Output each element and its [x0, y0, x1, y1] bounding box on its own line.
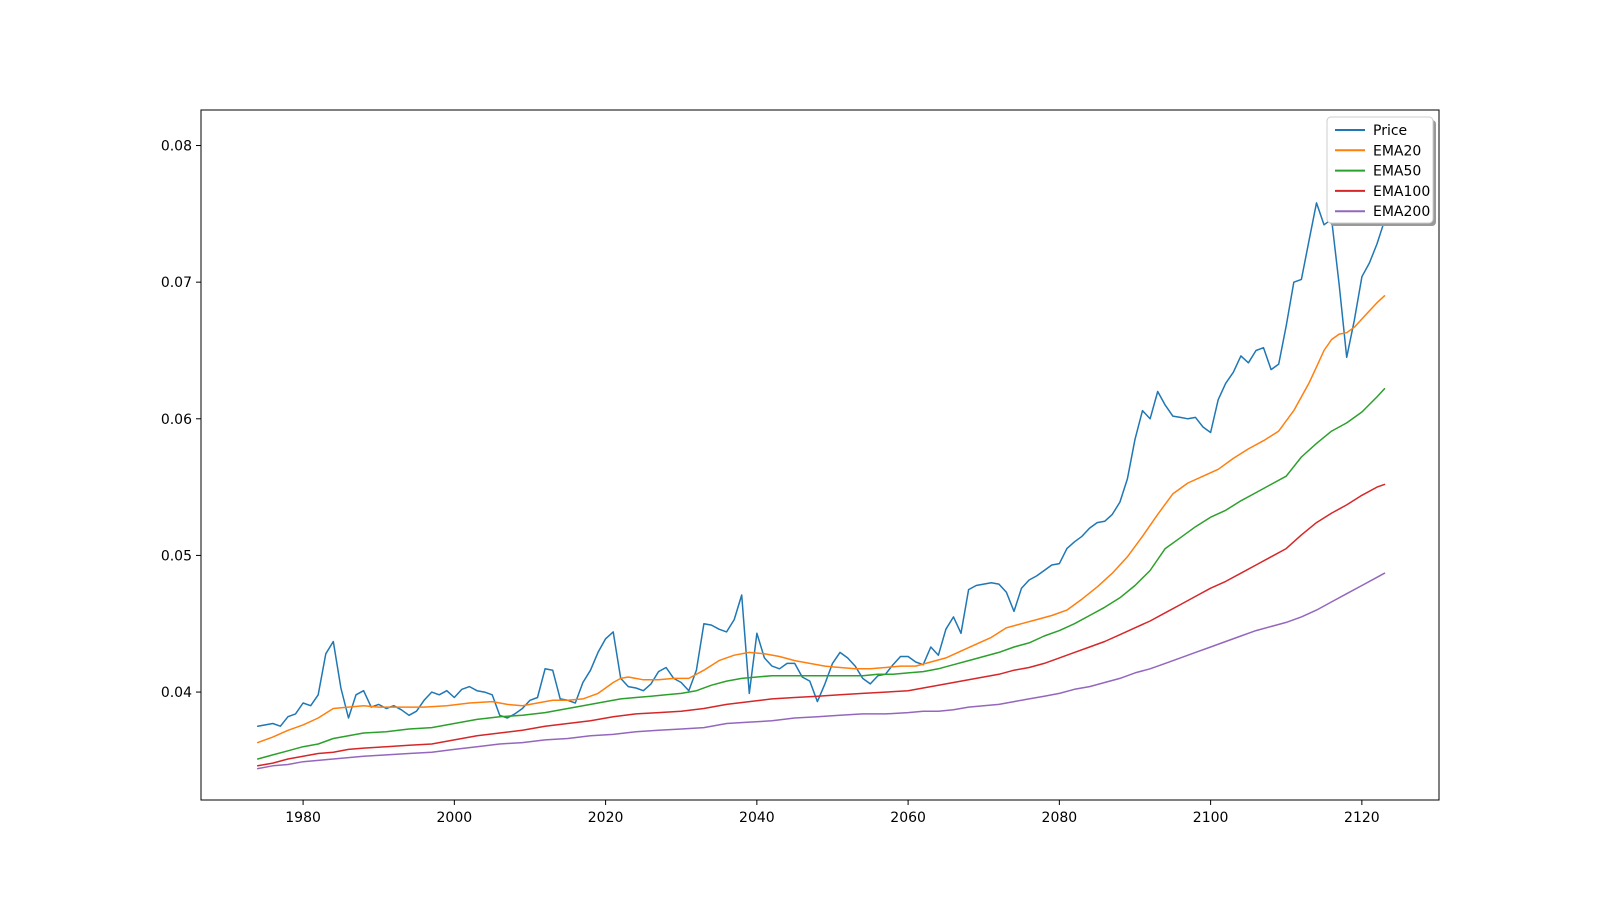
- x-tick-label: 2100: [1193, 810, 1229, 826]
- x-tick-label: 2020: [588, 810, 624, 826]
- x-tick-label: 2080: [1042, 810, 1078, 826]
- y-tick-label: 0.04: [161, 685, 192, 701]
- y-tick-label: 0.05: [161, 548, 192, 564]
- legend-label-ema100: EMA100: [1373, 184, 1430, 200]
- legend-label-ema200: EMA200: [1373, 204, 1430, 220]
- x-tick-label: 1980: [285, 810, 321, 826]
- series-line-ema200: [256, 572, 1386, 770]
- legend-box: [1326, 116, 1434, 224]
- x-tick-label: 2120: [1344, 810, 1380, 826]
- series-line-ema100: [256, 483, 1386, 767]
- y-tick-label: 0.07: [161, 275, 192, 291]
- y-tick-label: 0.08: [161, 139, 192, 155]
- x-tick-label: 2040: [739, 810, 775, 826]
- legend-label-price: Price: [1373, 123, 1407, 139]
- legend-label-ema20: EMA20: [1373, 143, 1421, 159]
- series-line-ema50: [256, 387, 1386, 760]
- series-line-ema20: [256, 295, 1386, 744]
- y-tick-label: 0.06: [161, 412, 192, 428]
- x-tick-label: 2000: [437, 810, 473, 826]
- x-tick-label: 2060: [890, 810, 926, 826]
- series-line-price: [256, 202, 1386, 727]
- plot-frame: [200, 109, 1440, 801]
- legend-label-ema50: EMA50: [1373, 164, 1421, 180]
